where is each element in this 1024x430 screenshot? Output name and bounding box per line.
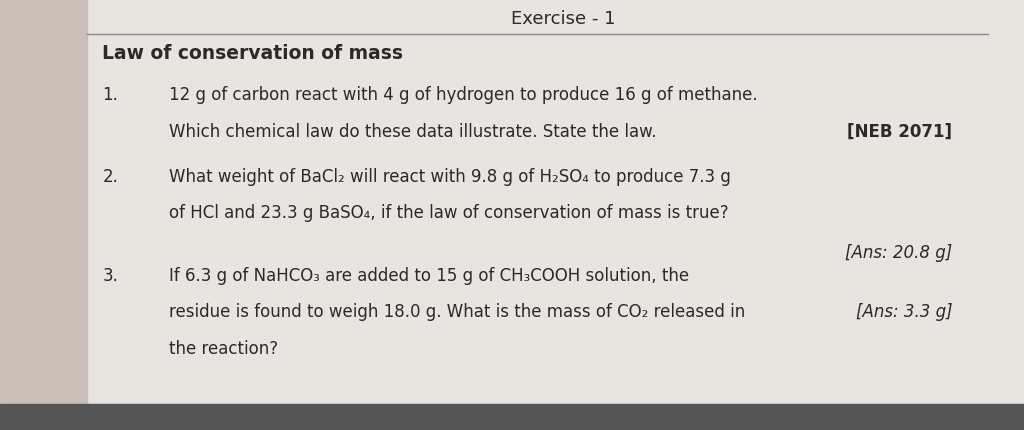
Text: Which chemical law do these data illustrate. State the law.: Which chemical law do these data illustr…: [169, 123, 656, 141]
Text: Law of conservation of mass: Law of conservation of mass: [102, 44, 403, 63]
Text: 2.: 2.: [102, 168, 119, 186]
Text: 3.: 3.: [102, 267, 119, 285]
Text: residue is found to weigh 18.0 g. What is the mass of CO₂ released in: residue is found to weigh 18.0 g. What i…: [169, 303, 745, 321]
Bar: [0, 0, 87, 430]
Bar: [0, 404, 1024, 430]
Text: 1.: 1.: [102, 86, 119, 104]
Text: [NEB 2071]: [NEB 2071]: [847, 123, 952, 141]
Text: [Ans: 3.3 g]: [Ans: 3.3 g]: [856, 303, 952, 321]
Text: the reaction?: the reaction?: [169, 340, 279, 358]
Text: 12 g of carbon react with 4 g of hydrogen to produce 16 g of methane.: 12 g of carbon react with 4 g of hydroge…: [169, 86, 758, 104]
Text: If 6.3 g of NaHCO₃ are added to 15 g of CH₃COOH solution, the: If 6.3 g of NaHCO₃ are added to 15 g of …: [169, 267, 689, 285]
Text: Exercise - 1: Exercise - 1: [511, 10, 615, 28]
Text: What weight of BaCl₂ will react with 9.8 g of H₂SO₄ to produce 7.3 g: What weight of BaCl₂ will react with 9.8…: [169, 168, 731, 186]
Text: of HCl and 23.3 g BaSO₄, if the law of conservation of mass is true?: of HCl and 23.3 g BaSO₄, if the law of c…: [169, 204, 729, 222]
Text: [Ans: 20.8 g]: [Ans: 20.8 g]: [845, 244, 952, 262]
